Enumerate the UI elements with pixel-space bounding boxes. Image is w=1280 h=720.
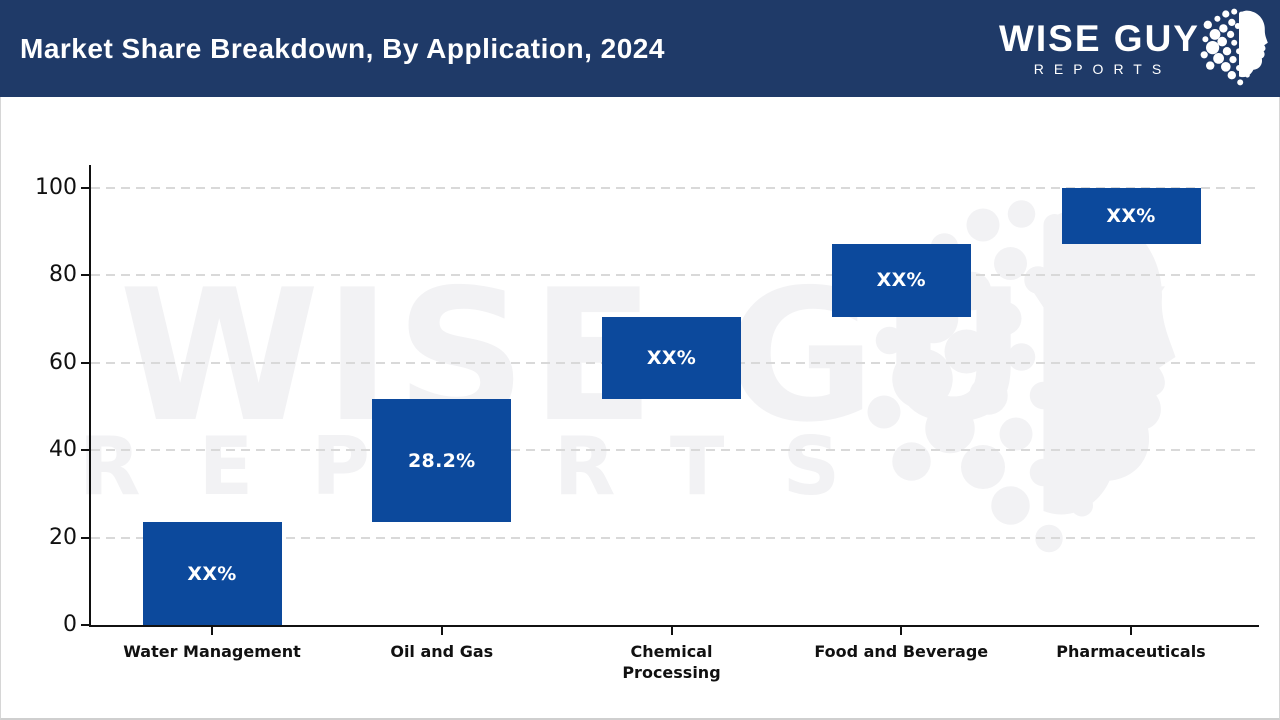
logo-face-icon: [1200, 8, 1268, 86]
gridline-40: [91, 449, 1257, 451]
logo-wordmark: WISE GUY REPORTS: [998, 18, 1200, 78]
bar-3: XX%: [602, 316, 741, 399]
logo-wordmark-line1: WISE GUY: [998, 18, 1200, 59]
brand-logo: WISE GUY REPORTS: [999, 6, 1270, 92]
x-tick-3: [670, 627, 673, 635]
gridline-80: [91, 274, 1257, 276]
bar-5: XX%: [1061, 187, 1201, 244]
y-tick-40: [81, 449, 89, 451]
x-axis-line: [89, 625, 1259, 627]
x-tick-4: [900, 627, 903, 635]
bar-2: 28.2%: [372, 398, 512, 523]
y-tick-label-100: 100: [35, 174, 77, 200]
bar-value-label: XX%: [876, 269, 926, 292]
bar-value-label: XX%: [1106, 204, 1156, 227]
y-tick-label-20: 20: [49, 524, 77, 550]
x-tick-1: [211, 627, 213, 635]
bar-value-label: XX%: [187, 562, 237, 585]
gridline-20: [91, 536, 1257, 539]
y-tick-0: [81, 624, 89, 626]
y-tick-label-0: 0: [63, 612, 77, 637]
y-axis-line: [89, 165, 91, 627]
y-tick-20: [81, 536, 89, 539]
y-tick-label-80: 80: [49, 262, 77, 287]
x-axis-label-3: Chemical Processing: [622, 642, 721, 682]
logo-wordmark-line2: REPORTS: [1033, 61, 1172, 77]
waterfall-chart: 0 20 40 60 80 100 XX% Water Management 28.2% Oil …: [1, 97, 1279, 718]
y-tick-label-40: 40: [49, 437, 77, 462]
x-tick-2: [440, 627, 443, 635]
page-title: Market Share Breakdown, By Application, …: [20, 32, 665, 64]
bar-4: XX%: [831, 243, 971, 317]
y-tick-60: [81, 361, 89, 364]
header: Market Share Breakdown, By Application, …: [0, 0, 1280, 97]
x-axis-label-2: Oil and Gas: [390, 642, 494, 661]
gridline-100: [91, 186, 1257, 189]
x-axis-label-4: Food and Beverage: [814, 642, 989, 661]
y-tick-100: [81, 186, 89, 189]
x-axis-label-5: Pharmaceuticals: [1056, 642, 1206, 661]
bar-value-label: XX%: [646, 346, 697, 369]
y-tick-label-60: 60: [49, 349, 77, 375]
bar-value-label: 28.2%: [408, 449, 476, 472]
bar-1: XX%: [142, 522, 282, 625]
y-tick-80: [81, 274, 89, 276]
x-tick-5: [1130, 627, 1132, 635]
x-axis-label-1: Water Management: [123, 642, 301, 661]
